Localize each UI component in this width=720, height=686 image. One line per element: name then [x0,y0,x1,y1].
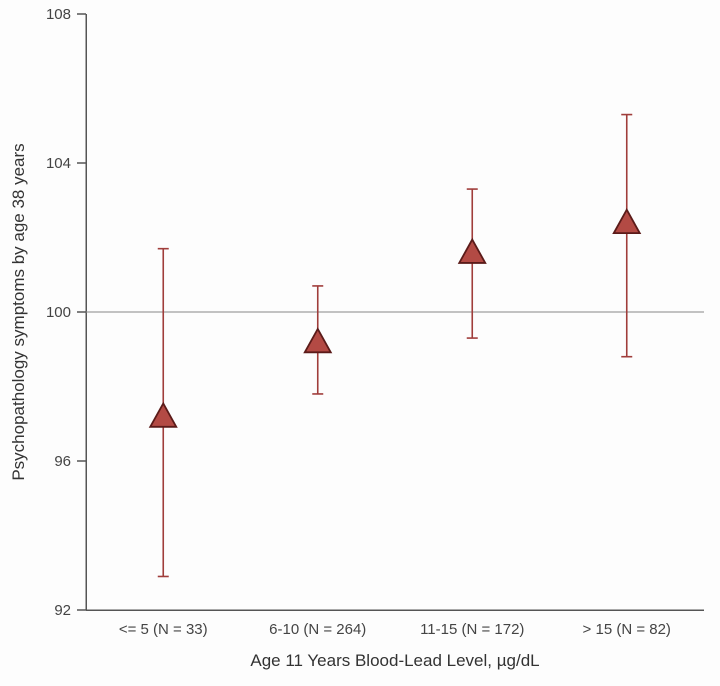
y-tick-label: 108 [46,6,71,23]
y-tick-label: 104 [46,155,71,172]
chart-svg: 92 96 100 104 108 <= 5 (N = 33) 6-10 (N = 264)… [0,0,720,686]
chart-container: 92 96 100 104 108 <= 5 (N = 33) 6-10 (N = 264)… [0,0,720,686]
y-tick-label: 92 [54,602,71,619]
x-tick-label: > 15 (N = 82) [583,621,671,638]
x-tick-label: 11-15 (N = 172) [420,621,524,638]
y-axis-title: Psychopathology symptoms by age 38 years [9,143,28,480]
chart-background [0,0,720,686]
x-tick-label: <= 5 (N = 33) [119,621,208,638]
y-tick-label: 96 [54,453,71,470]
y-tick-label: 100 [46,304,71,321]
x-tick-label: 6-10 (N = 264) [269,621,366,638]
x-axis-title: Age 11 Years Blood-Lead Level, µg/dL [250,651,539,670]
